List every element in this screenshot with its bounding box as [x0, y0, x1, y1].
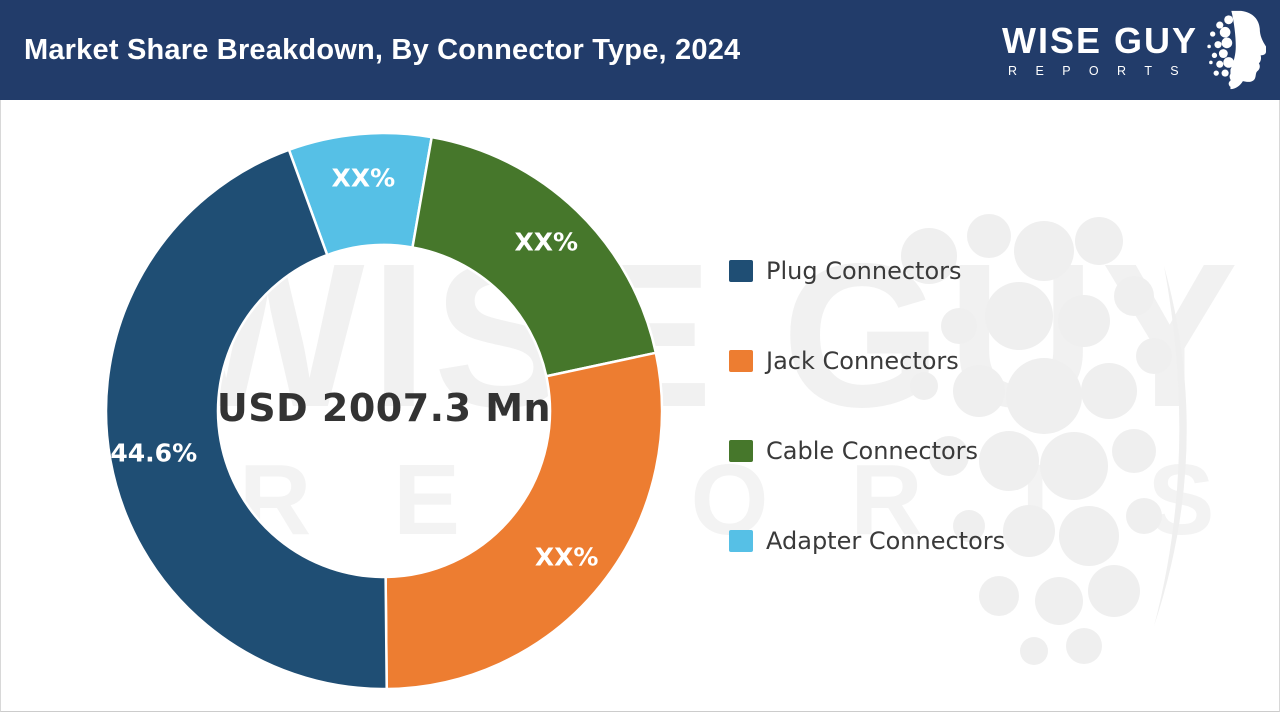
legend-item-jack-connectors[interactable]: Jack Connectors — [729, 343, 1005, 379]
legend-item-adapter-connectors[interactable]: Adapter Connectors — [729, 523, 1005, 559]
segment-label-jack-connectors: XX% — [534, 542, 599, 572]
segment-cable-connectors[interactable] — [411, 135, 658, 378]
legend-label: Adapter Connectors — [766, 527, 1006, 555]
legend-item-cable-connectors[interactable]: Cable Connectors — [729, 433, 1005, 469]
segment-label-adapter-connectors: XX% — [331, 163, 396, 193]
donut-chart — [104, 131, 664, 691]
header-bar: Market Share Breakdown, By Connector Typ… — [0, 0, 1280, 100]
brand-face-icon — [1207, 10, 1266, 90]
legend-label: Cable Connectors — [766, 437, 979, 465]
legend-swatch-cable-connectors — [729, 440, 753, 462]
brand-name: WISE GUY — [1001, 19, 1198, 61]
legend-label: Plug Connectors — [766, 257, 962, 285]
legend-swatch-jack-connectors — [729, 350, 753, 372]
brand-tagline: R E P O R T S — [1007, 63, 1187, 78]
watermark-face-graphic — [901, 214, 1187, 665]
legend-swatch-adapter-connectors — [729, 530, 753, 552]
page-title: Market Share Breakdown, By Connector Typ… — [24, 33, 741, 66]
chart-center-value: USD 2007.3 Mn — [216, 386, 552, 430]
segment-label-cable-connectors: XX% — [514, 227, 579, 257]
brand-logo-text: WISE GUY R E P O R T S — [1001, 19, 1198, 78]
legend-swatch-plug-connectors — [729, 260, 753, 282]
segment-jack-connectors[interactable] — [384, 351, 664, 691]
chart-area: WISE GUY REPORTS XX% XX% XX% 44.6% USD 2007… — [0, 100, 1280, 712]
legend-item-plug-connectors[interactable]: Plug Connectors — [729, 253, 1005, 289]
legend: Plug Connectors Jack Connectors Cable Conn… — [729, 253, 1005, 613]
segment-label-plug-connectors: 44.6% — [110, 438, 198, 468]
brand-logo: WISE GUY R E P O R T S — [1002, 0, 1266, 100]
segment-plug-connectors[interactable] — [104, 148, 388, 691]
legend-label: Jack Connectors — [766, 347, 959, 375]
